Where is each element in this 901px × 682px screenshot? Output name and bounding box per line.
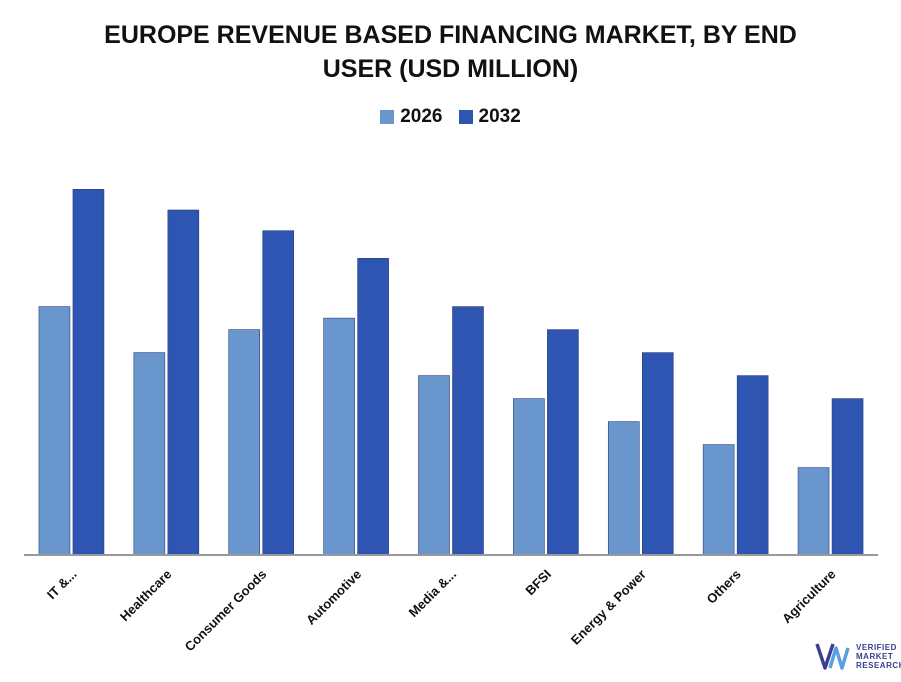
chart-title-line-1: EUROPE REVENUE BASED FINANCING MARKET, B… [104, 21, 797, 49]
legend-item-2032[interactable]: 2032 [458, 106, 521, 128]
bar-2032-4[interactable] [452, 306, 484, 556]
bars-group [38, 189, 864, 556]
bar-2032-1[interactable] [167, 209, 200, 556]
x-tick-label: Others [704, 567, 744, 607]
legend-swatch-2026 [380, 110, 395, 124]
bar-2032-2[interactable] [262, 230, 295, 556]
bar-2026-2[interactable] [228, 329, 261, 556]
x-tick-label: Media &... [406, 567, 460, 621]
bar-2026-7[interactable] [702, 444, 735, 556]
x-tick-label: BFSI [522, 567, 554, 599]
logo-line-3: RESEARCH [856, 660, 901, 670]
bar-2026-5[interactable] [513, 398, 545, 556]
legend-label-2032: 2032 [478, 106, 521, 127]
x-tick-label: Automotive [303, 567, 364, 628]
bar-2032-5[interactable] [547, 329, 579, 556]
legend-item-2026[interactable]: 2026 [380, 106, 443, 128]
logo: VERIFIED MARKET RESEARCH [815, 640, 901, 672]
bar-2032-0[interactable] [72, 189, 105, 556]
bar-2026-3[interactable] [323, 317, 355, 556]
x-tick-label: IT &... [44, 567, 80, 603]
x-tick-label: Energy & Power [568, 567, 649, 648]
legend-label-2026: 2026 [400, 106, 443, 127]
x-tick-labels: IT &... Healthcare Consumer Goods Automotiv… [44, 567, 839, 655]
x-tick-label: Consumer Goods [182, 567, 270, 655]
bar-2032-3[interactable] [357, 257, 389, 556]
legend: 2026 2032 [0, 106, 901, 128]
logo-line-1: VERIFIED [856, 642, 897, 652]
legend-swatch-2032 [458, 110, 473, 124]
x-tick-label: Healthcare [117, 567, 175, 625]
bar-2026-4[interactable] [418, 375, 450, 556]
x-tick-label: Agriculture [779, 567, 839, 627]
bar-2026-6[interactable] [607, 421, 640, 556]
chart-title-line-2: USER (USD MILLION) [322, 55, 579, 83]
bar-2032-6[interactable] [641, 352, 674, 556]
chart-title: EUROPE REVENUE BASED FINANCING MARKET, B… [0, 18, 901, 86]
bar-2032-7[interactable] [736, 375, 769, 556]
logo-line-2: MARKET [856, 651, 894, 661]
bar-2032-8[interactable] [831, 398, 864, 556]
vmr-logo-icon [815, 643, 850, 670]
bar-2026-1[interactable] [133, 352, 166, 556]
bar-2026-0[interactable] [38, 306, 71, 556]
bar-2026-8[interactable] [797, 467, 830, 556]
